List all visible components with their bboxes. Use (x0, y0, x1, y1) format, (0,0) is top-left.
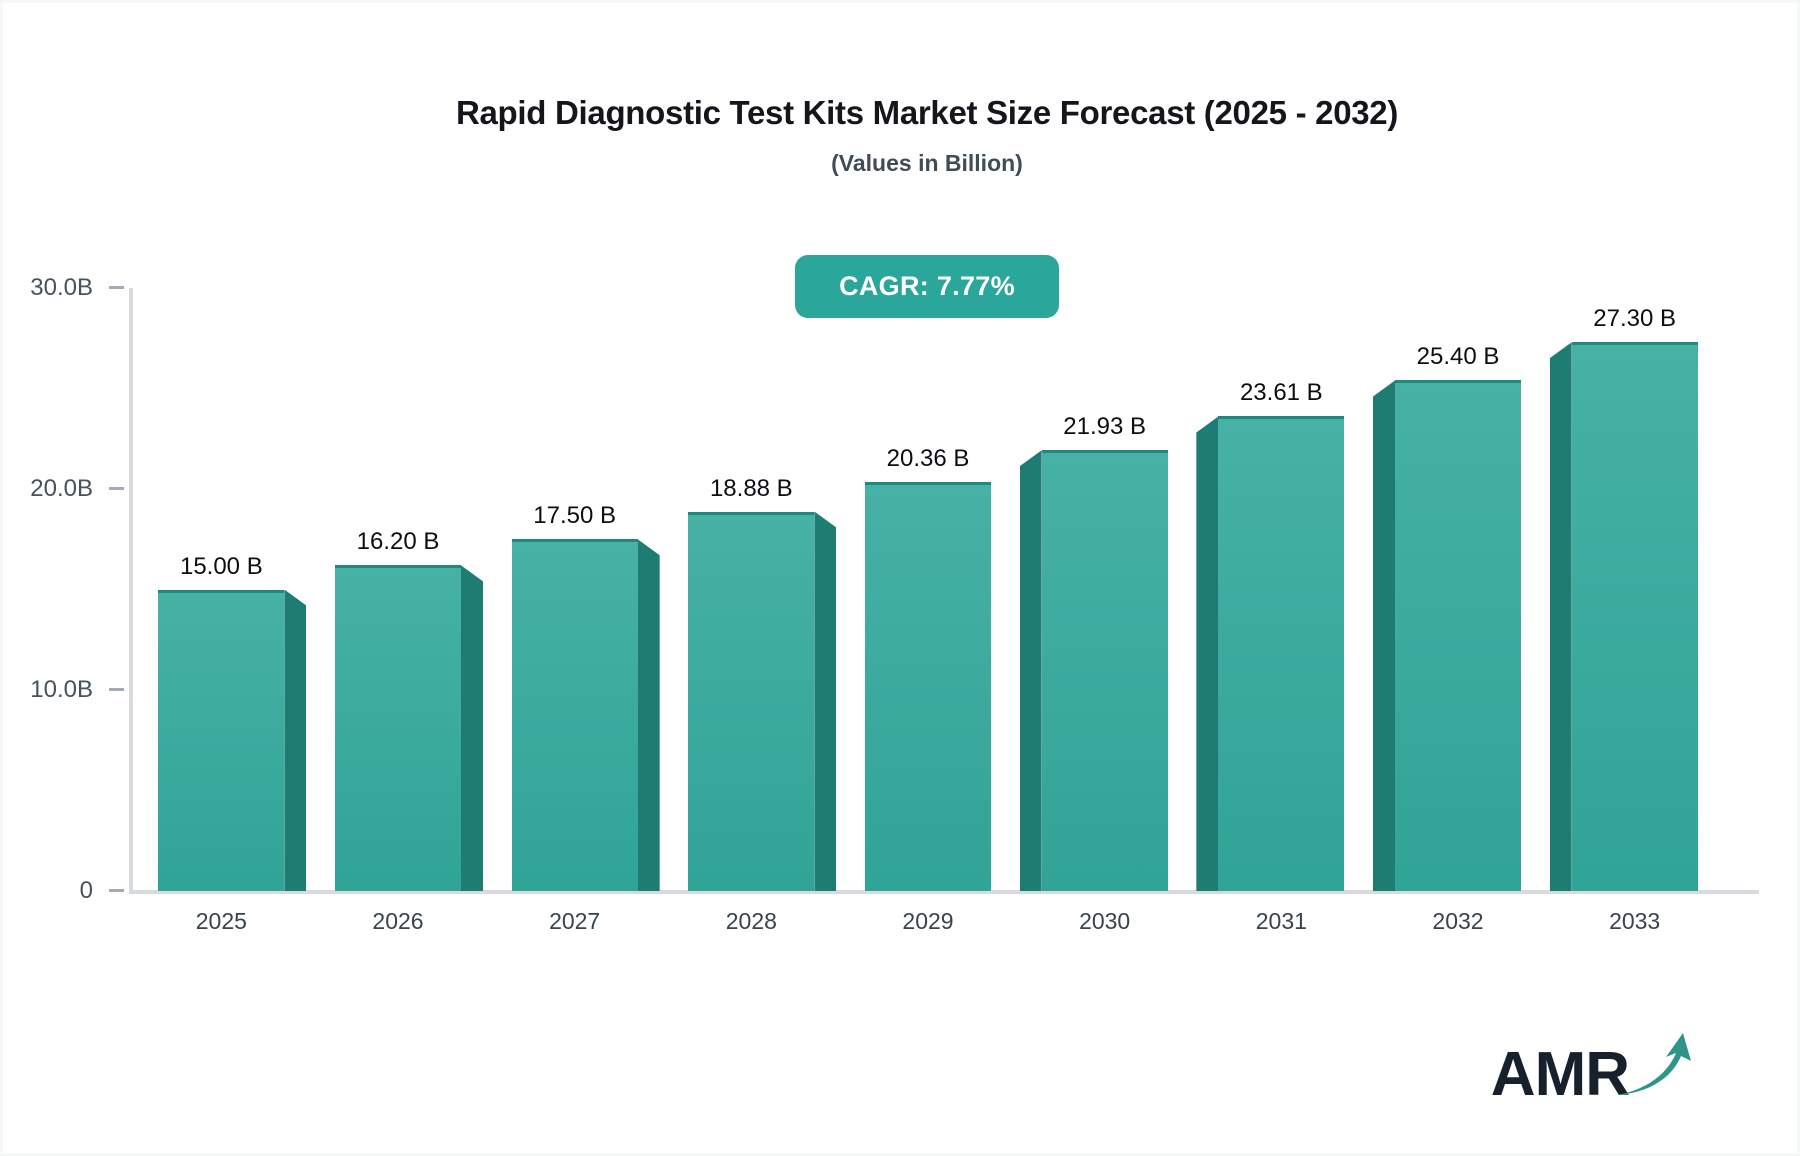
bar-side-face (1019, 450, 1042, 891)
y-tick-mark (109, 889, 124, 892)
bar-side-face (1373, 380, 1395, 891)
bar-front-face (865, 481, 991, 891)
chart-title: Rapid Diagnostic Test Kits Market Size F… (455, 94, 1399, 131)
bar-front-face (1218, 416, 1345, 891)
x-axis-label-2026: 2026 (372, 908, 424, 934)
bar-side-face (637, 539, 660, 891)
bar-front-face (1395, 380, 1521, 891)
growth-arrow-icon (1617, 1033, 1691, 1095)
bar-front-face (1041, 450, 1168, 891)
bar-value-label-2031: 23.61 B (1239, 379, 1323, 407)
bar-2031 (1196, 416, 1345, 891)
cagr-badge: CAGR: 7.77% (795, 255, 1059, 318)
bar-side-face (284, 589, 307, 891)
y-tick-mark (109, 688, 124, 691)
x-axis-label-2030: 2030 (1079, 908, 1131, 934)
amr-logo: AMR (1490, 1031, 1693, 1109)
bar-2033 (1549, 342, 1698, 891)
bar-value-label-2029: 20.36 B (886, 444, 970, 472)
bar-2030 (1019, 450, 1168, 891)
x-axis-label-2027: 2027 (549, 908, 601, 934)
bar-2028 (688, 511, 837, 891)
bar-side-face (461, 565, 483, 891)
plot-area: 0 10.0B 20.0B 30.0B 15.00 B 2025 16.20 B 2026 17… (30, 275, 1759, 934)
x-axis-label-2025: 2025 (195, 908, 247, 934)
bar-value-label-2032: 25.40 B (1416, 343, 1500, 371)
x-axis-label-2032: 2032 (1432, 908, 1484, 934)
bar-value-label-2027: 17.50 B (533, 502, 617, 530)
cagr-badge-row: CAGR: 7.77% (130, 255, 1724, 318)
chart-subtitle: (Values in Billion) (831, 150, 1023, 176)
bar-value-label-2033: 27.30 B (1593, 305, 1677, 333)
x-axis-label-2031: 2031 (1255, 908, 1307, 934)
bar-value-label-2028: 18.88 B (709, 474, 793, 502)
chart-card: Rapid Diagnostic Test Kits Market Size F… (3, 3, 1797, 1153)
y-tick-mark (109, 487, 124, 490)
bar-front-face (688, 511, 815, 891)
y-tick-mark (109, 286, 124, 289)
bar-front-face (1571, 342, 1698, 891)
x-axis-label-2033: 2033 (1609, 908, 1661, 934)
bar-value-label-2025: 15.00 B (179, 552, 263, 580)
bar-side-face (1196, 416, 1219, 891)
bar-side-face (814, 511, 837, 891)
bar-value-label-2030: 21.93 B (1063, 413, 1147, 441)
y-tick-label: 30.0B (30, 274, 93, 301)
bar-front-face (511, 539, 638, 891)
amr-logo-text: AMR (1490, 1040, 1630, 1109)
bar-2027 (511, 539, 660, 891)
x-axis-label-2028: 2028 (725, 908, 777, 934)
y-tick-label: 20.0B (30, 475, 93, 502)
bar-front-face (335, 565, 461, 891)
bar-2029 (865, 481, 991, 891)
bar-2025 (158, 589, 307, 891)
bar-side-face (1549, 342, 1572, 891)
bar-2026 (335, 565, 483, 891)
x-axis-line (129, 890, 1759, 894)
bar-front-face (158, 589, 285, 891)
bar-value-label-2026: 16.20 B (356, 528, 440, 556)
bar-2032 (1373, 380, 1521, 891)
y-tick-label: 10.0B (30, 676, 93, 703)
x-axis-label-2029: 2029 (902, 908, 954, 934)
y-tick-label: 0 (79, 877, 93, 904)
